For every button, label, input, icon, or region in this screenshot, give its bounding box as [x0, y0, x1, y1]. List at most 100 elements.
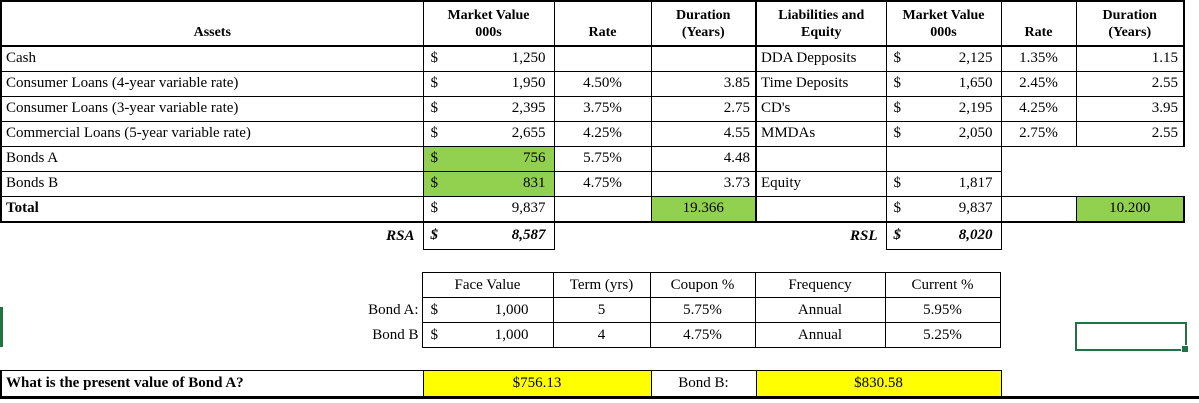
bond-frequency-cell[interactable]: Annual	[754, 297, 886, 323]
rate-column-header[interactable]: Rate	[1000, 0, 1077, 47]
asset-duration-cell[interactable]: 2.75	[650, 95, 757, 122]
asset-value-cell-highlighted[interactable]: $756	[422, 145, 555, 172]
duration-column-header[interactable]: Duration (Years)	[650, 0, 757, 47]
rsa-value-cell[interactable]: $8,587	[422, 222, 555, 250]
balance-sheet-table: Assets Market Value 000s Rate Duration (…	[0, 0, 1185, 250]
equity-label-cell[interactable]: Equity	[755, 170, 887, 197]
asset-value-cell[interactable]: $2,655	[422, 120, 555, 147]
duration-column-header[interactable]: Duration (Years)	[1075, 0, 1185, 47]
currency-symbol: $	[430, 150, 439, 166]
bond-coupon-cell[interactable]: 5.75%	[649, 297, 756, 323]
asset-label-cell[interactable]: Consumer Loans (3-year variable rate)	[0, 95, 424, 122]
market-value-column-header[interactable]: Market Value 000s	[885, 0, 1002, 47]
bond-current-rate-cell[interactable]: 5.25%	[884, 322, 1001, 348]
empty-cell[interactable]	[755, 145, 887, 172]
asset-rate-cell[interactable]: 4.50%	[553, 70, 652, 97]
bond-face-value-cell[interactable]: $1,000	[421, 322, 554, 348]
liability-label-cell[interactable]: MMDAs	[755, 120, 887, 147]
liability-rate-cell[interactable]: 2.75%	[1000, 120, 1077, 147]
bond-label-cell[interactable]: Bond B	[372, 326, 419, 343]
liability-rate-cell[interactable]: 2.45%	[1000, 70, 1077, 97]
liability-label-cell[interactable]: DDA Depposits	[755, 45, 887, 72]
asset-duration-cell[interactable]	[650, 45, 757, 72]
rsl-value-cell[interactable]: $8,020	[885, 222, 1002, 250]
asset-label-cell[interactable]: Bonds A	[0, 145, 424, 172]
asset-duration-cell[interactable]: 4.48	[650, 145, 757, 172]
liability-rate-cell[interactable]: 1.35%	[1000, 45, 1077, 72]
asset-rate-cell[interactable]: 3.75%	[553, 95, 652, 122]
liability-duration-cell[interactable]: 2.55	[1075, 70, 1185, 97]
liability-label-cell[interactable]: CD's	[755, 95, 887, 122]
amount-value: 8,587	[511, 227, 546, 244]
question-cell[interactable]: What is the present value of Bond A?	[0, 370, 424, 397]
empty-cell	[1076, 146, 1184, 171]
assets-total-value-cell[interactable]: $9,837	[422, 195, 555, 223]
liability-label-cell[interactable]: Time Deposits	[755, 70, 887, 97]
asset-value-cell[interactable]: $1,950	[422, 70, 555, 97]
asset-duration-cell[interactable]: 3.73	[650, 170, 757, 197]
assets-total-label-cell[interactable]: Total	[0, 195, 424, 223]
bond-term-cell[interactable]: 5	[552, 297, 651, 323]
asset-duration-cell[interactable]: 4.55	[650, 120, 757, 147]
asset-value-cell[interactable]: $2,395	[422, 95, 555, 122]
bond-b-label-cell[interactable]: Bond B:	[650, 370, 757, 397]
equity-value-cell[interactable]: $1,817	[885, 170, 1002, 197]
asset-label-cell[interactable]: Bonds B	[0, 170, 424, 197]
frequency-header[interactable]: Frequency	[754, 272, 886, 298]
liabilities-column-header[interactable]: Liabilities and Equity	[755, 0, 887, 47]
bond-a-pv-cell[interactable]: $756.13	[422, 370, 652, 397]
asset-label-cell[interactable]: Consumer Loans (4-year variable rate)	[0, 70, 424, 97]
accounting-value: $9,837	[887, 200, 1000, 217]
liability-duration-cell[interactable]: 3.95	[1075, 95, 1185, 122]
liabilities-total-value-cell[interactable]: $9,837	[885, 195, 1002, 223]
bond-term-cell[interactable]: 4	[552, 322, 651, 348]
assets-total-duration-cell[interactable]: 19.366	[650, 195, 757, 223]
asset-duration-cell[interactable]: 3.85	[650, 70, 757, 97]
market-value-line1: Market Value	[447, 8, 530, 24]
liability-value-cell[interactable]: $2,195	[885, 95, 1002, 122]
currency-symbol: $	[430, 227, 439, 244]
currency-symbol: $	[430, 200, 439, 217]
asset-rate-cell[interactable]: 4.75%	[553, 170, 652, 197]
asset-rate-cell[interactable]	[553, 45, 652, 72]
asset-rate-cell[interactable]: 4.25%	[553, 120, 652, 147]
liability-value-cell[interactable]: $1,650	[885, 70, 1002, 97]
bond-face-value-cell[interactable]: $1,000	[421, 297, 554, 323]
rsa-label-cell[interactable]: RSA	[386, 227, 415, 244]
asset-label-cell[interactable]: Cash	[0, 45, 424, 72]
rate-column-header[interactable]: Rate	[553, 0, 652, 47]
term-header[interactable]: Term (yrs)	[552, 272, 651, 298]
liability-rate-cell[interactable]: 4.25%	[1000, 95, 1077, 122]
amount-value: 1,650	[958, 75, 993, 91]
liability-duration-cell[interactable]: 2.55	[1075, 120, 1185, 147]
bond-b-pv-cell[interactable]: $830.58	[755, 370, 1002, 397]
asset-value-cell[interactable]: $1,250	[422, 45, 555, 72]
empty-cell[interactable]	[1000, 195, 1077, 223]
empty-cell[interactable]	[885, 145, 1002, 172]
empty-cell[interactable]	[755, 195, 887, 223]
bond-current-rate-cell[interactable]: 5.95%	[884, 297, 1001, 323]
fill-handle[interactable]	[1181, 345, 1189, 353]
column-header-row: Assets Market Value 000s Rate Duration (…	[0, 0, 1185, 47]
active-cell-selection[interactable]	[1075, 322, 1189, 353]
empty-cell[interactable]	[553, 195, 652, 223]
liability-value-cell[interactable]: $2,125	[885, 45, 1002, 72]
market-value-line1: Market Value	[902, 8, 985, 24]
amount-value: 756	[523, 150, 546, 166]
coupon-header[interactable]: Coupon %	[649, 272, 756, 298]
liability-duration-cell[interactable]: 1.15	[1075, 45, 1185, 72]
asset-value-cell-highlighted[interactable]: $831	[422, 170, 555, 197]
bond-coupon-cell[interactable]: 4.75%	[649, 322, 756, 348]
liability-value-cell[interactable]: $2,050	[885, 120, 1002, 147]
rsl-label-cell[interactable]: RSL	[849, 227, 878, 244]
assets-column-header[interactable]: Assets	[0, 0, 424, 47]
asset-rate-cell[interactable]: 5.75%	[553, 145, 652, 172]
current-rate-header[interactable]: Current %	[884, 272, 1001, 298]
bond-label-cell[interactable]: Bond A:	[368, 301, 419, 318]
market-value-column-header[interactable]: Market Value 000s	[422, 0, 555, 47]
liabilities-total-duration-cell[interactable]: 10.200	[1075, 195, 1185, 223]
accounting-value: $1,000	[423, 327, 552, 344]
asset-label-cell[interactable]: Commercial Loans (5-year variable rate)	[0, 120, 424, 147]
face-value-header[interactable]: Face Value	[421, 272, 554, 298]
bond-frequency-cell[interactable]: Annual	[754, 322, 886, 348]
